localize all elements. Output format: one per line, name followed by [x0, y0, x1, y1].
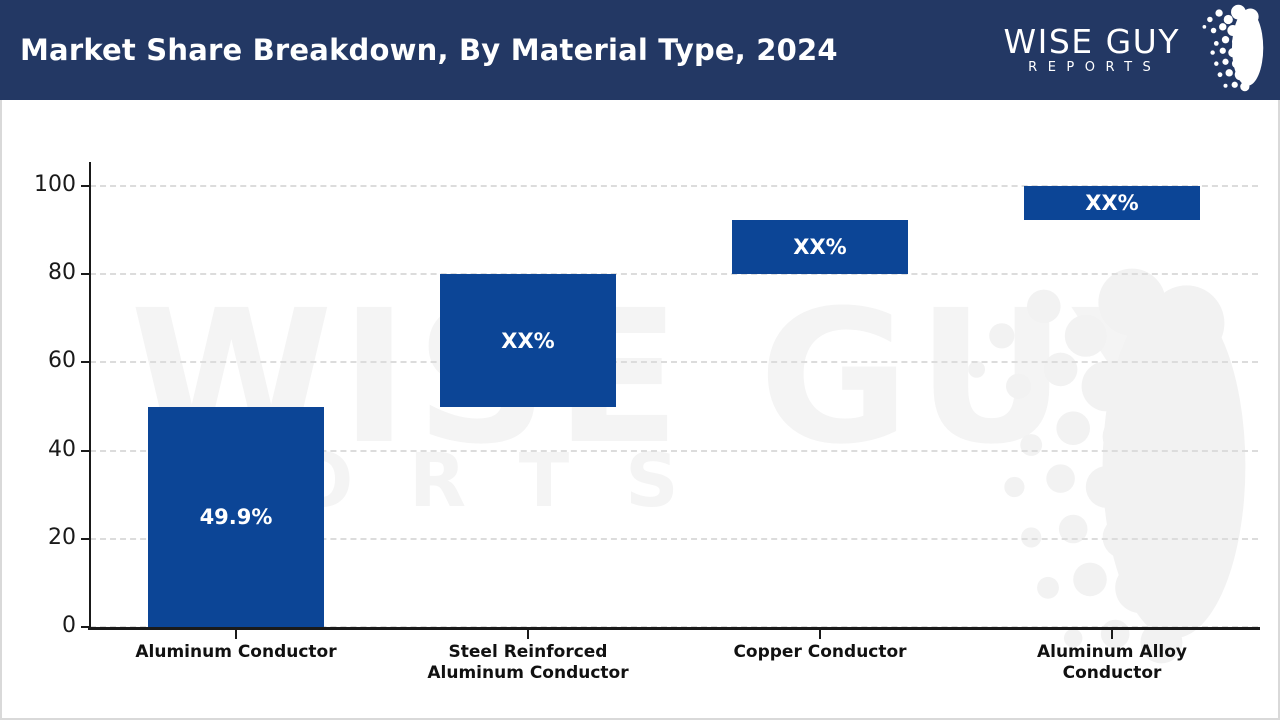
x-axis-line [88, 627, 1260, 630]
y-tick-60 [81, 361, 90, 364]
x-category-label-2: Copper Conductor [660, 642, 980, 663]
bar-value-label: XX% [1085, 190, 1139, 215]
gridline-60 [90, 361, 1258, 364]
bar-aluminum-conductor: 49.9% [148, 406, 324, 627]
y-tick-label-60: 60 [48, 348, 76, 374]
x-category-line: Aluminum Conductor [427, 663, 629, 683]
x-category-line: Aluminum Conductor [135, 642, 337, 662]
bar-steel-reinforced-aluminum-conductor: XX% [440, 274, 616, 407]
y-tick-label-80: 80 [48, 260, 76, 286]
x-category-label-1: Steel Reinforced Aluminum Conductor [368, 642, 688, 684]
gridline-80 [90, 273, 1258, 276]
y-tick-80 [81, 273, 90, 276]
bar-copper-conductor: XX% [732, 219, 908, 275]
x-category-label-0: Aluminum Conductor [76, 642, 396, 663]
watermark-face-icon [838, 216, 1258, 718]
y-tick-label-0: 0 [62, 613, 76, 638]
y-tick-100 [81, 185, 90, 187]
x-category-label-3: Aluminum Alloy Conductor [952, 642, 1272, 684]
x-tick-0 [235, 630, 237, 639]
wise-guy-face-icon [1174, 2, 1266, 98]
x-tick-1 [527, 630, 529, 639]
bar-value-label: XX% [793, 235, 847, 260]
y-tick-label-40: 40 [48, 436, 76, 462]
y-tick-0 [81, 626, 90, 628]
brand-logo-text: WISE GUY REPORTS [1003, 24, 1180, 76]
header-bar: Market Share Breakdown, By Material Type… [0, 0, 1280, 100]
y-axis-line [89, 162, 91, 629]
bar-value-label: 49.9% [199, 504, 273, 529]
brand-logo: WISE GUY REPORTS [1003, 2, 1266, 98]
x-category-line: Steel Reinforced [448, 642, 608, 662]
bar-value-label: XX% [501, 328, 555, 353]
y-tick-40 [81, 449, 90, 452]
chart-panel: WISE GUY PORTS 0 20 40 60 80 100 49.9% Aluminum… [0, 100, 1280, 720]
x-category-line: Copper Conductor [733, 642, 907, 662]
bar-aluminum-alloy-conductor: XX% [1024, 186, 1200, 220]
brand-logo-primary: WISE GUY [1003, 22, 1180, 61]
gridline-40 [90, 449, 1258, 452]
x-category-line: Conductor [1062, 663, 1162, 683]
x-tick-2 [819, 630, 821, 639]
gridline-20 [90, 537, 1258, 540]
x-category-line: Aluminum Alloy [1036, 642, 1188, 662]
brand-logo-secondary: REPORTS [1028, 60, 1162, 75]
chart-title: Market Share Breakdown, By Material Type… [20, 33, 838, 67]
gridline-100 [90, 185, 1258, 187]
y-tick-20 [81, 537, 90, 540]
x-tick-3 [1111, 630, 1113, 639]
y-tick-label-20: 20 [48, 524, 76, 550]
y-tick-label-100: 100 [34, 172, 76, 197]
